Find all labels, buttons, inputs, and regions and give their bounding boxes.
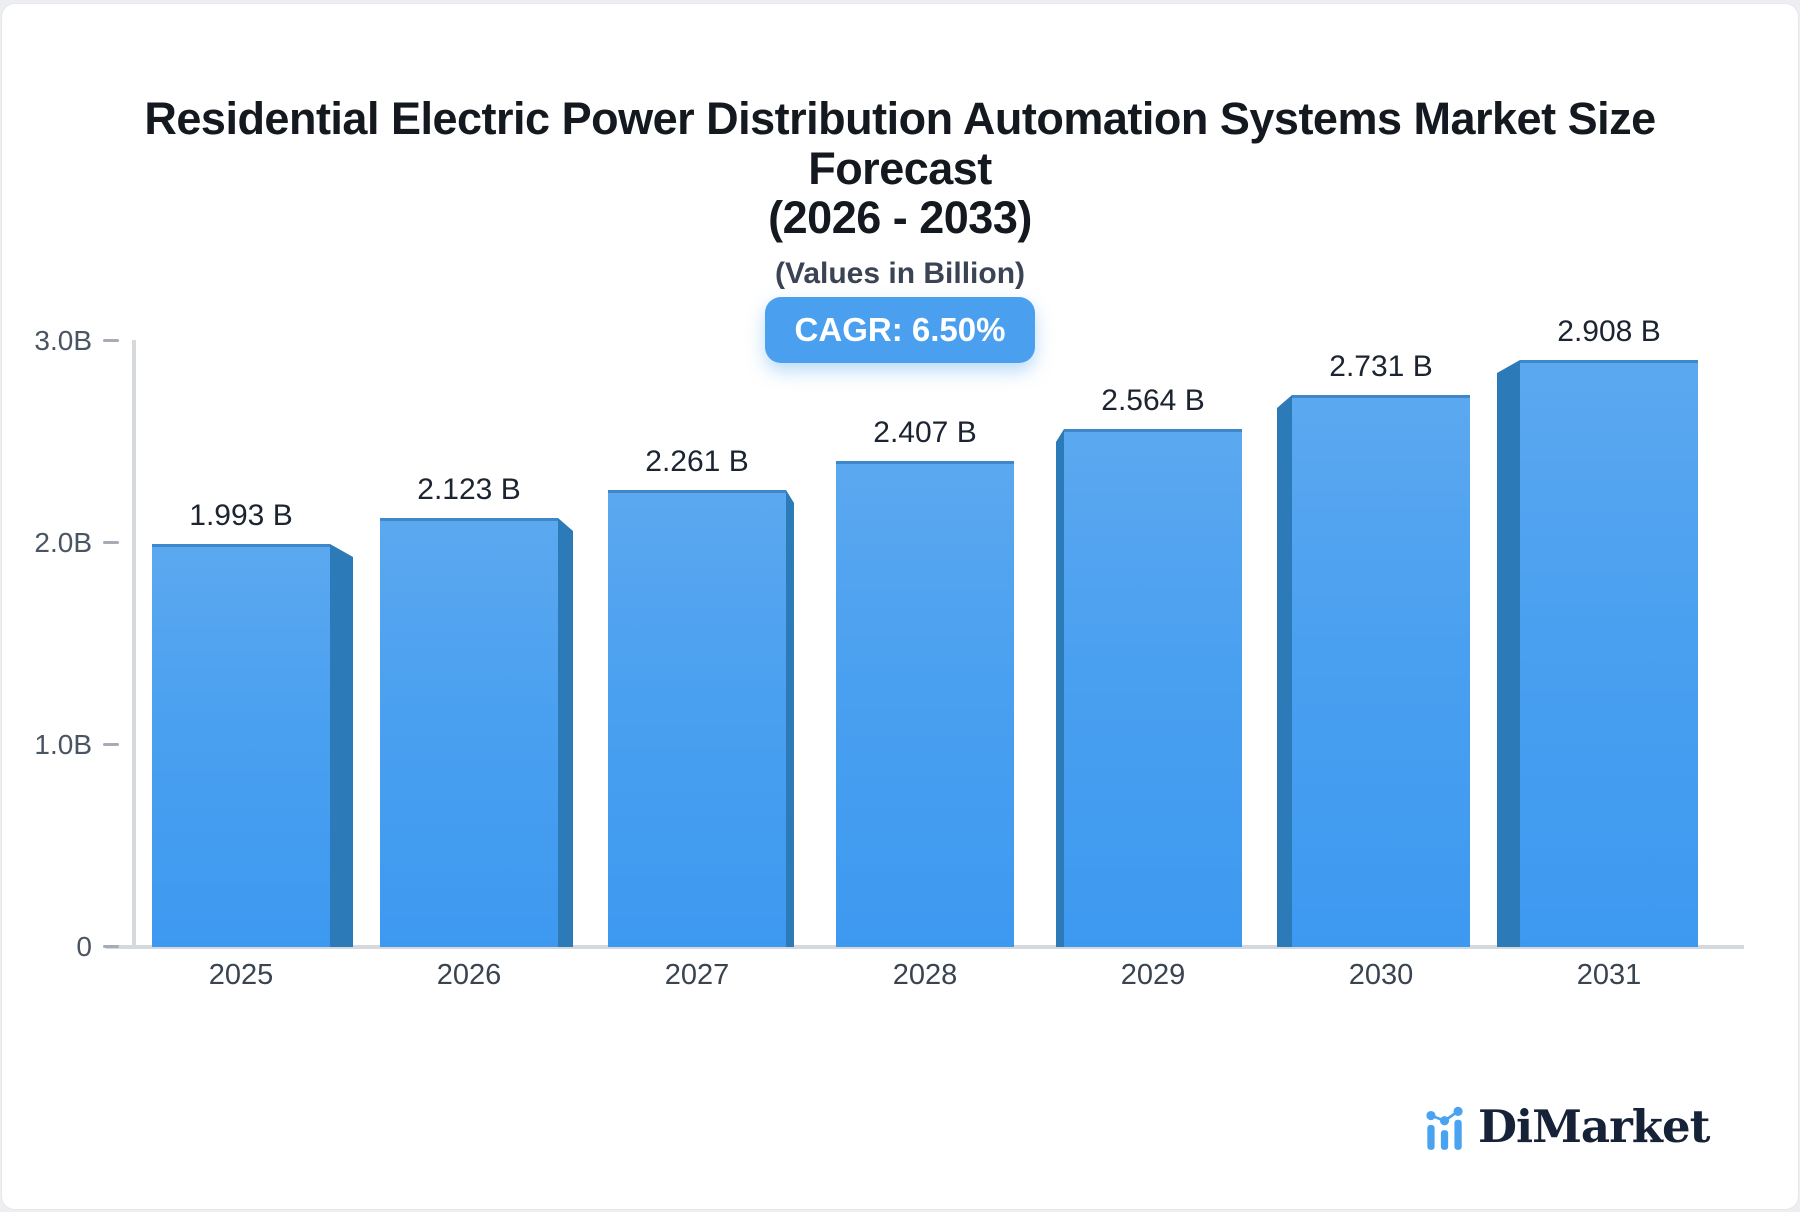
bar-2030[interactable]	[1292, 395, 1470, 947]
chart-header: Residential Electric Power Distribution …	[2, 4, 1798, 363]
bar-value-label: 2.908 B	[1557, 315, 1661, 348]
y-axis-tick	[103, 541, 119, 544]
y-axis-label: 2.0B	[34, 527, 92, 558]
x-axis-label: 2029	[1120, 959, 1186, 991]
y-axis-tick	[103, 339, 119, 342]
x-axis-label: 2026	[436, 959, 502, 991]
x-axis-label: 2025	[208, 959, 274, 991]
bar-2027[interactable]	[608, 490, 786, 947]
bar-2026[interactable]	[380, 518, 558, 947]
dimarket-logo: DiMarket	[1422, 1100, 1710, 1153]
x-axis-label: 2028	[892, 959, 958, 991]
bar-2028[interactable]	[836, 461, 1014, 947]
dimarket-logo-icon	[1426, 1106, 1463, 1150]
bar-value-label: 2.261 B	[645, 445, 749, 478]
cagr-badge: CAGR: 6.50%	[764, 296, 1036, 363]
bar-side-panel	[330, 544, 353, 947]
y-axis-tick	[103, 945, 119, 948]
chart-card: Residential Electric Power Distribution …	[1, 3, 1799, 1210]
page-title-line2: (2026 - 2033)	[768, 192, 1032, 243]
y-axis-line	[132, 340, 136, 949]
bar-side-panel	[558, 518, 573, 947]
page-title: Residential Electric Power Distribution …	[2, 4, 1798, 243]
x-axis-label: 2030	[1348, 959, 1414, 991]
x-axis-line	[106, 945, 1744, 949]
y-axis-label: 3.0B	[34, 325, 92, 356]
x-axis-label: 2027	[664, 959, 730, 991]
brand-name: DiMarket	[1478, 1100, 1710, 1153]
bar-value-label: 2.123 B	[417, 473, 521, 506]
y-axis-tick	[103, 743, 119, 746]
bar-value-label: 2.564 B	[1101, 384, 1205, 417]
bar-2025[interactable]	[152, 544, 330, 947]
chart-subtitle: (Values in Billion)	[774, 256, 1026, 290]
x-axis-label: 2031	[1576, 959, 1642, 991]
bar-2029[interactable]	[1064, 429, 1242, 947]
bar-side-panel	[1497, 360, 1520, 947]
bar-value-label: 1.993 B	[189, 499, 293, 532]
bar-side-panel	[1056, 429, 1064, 947]
y-axis-label: 0	[76, 931, 92, 962]
bar-side-panel	[1277, 395, 1292, 947]
bar-value-label: 2.731 B	[1329, 350, 1433, 383]
page-title-line1: Residential Electric Power Distribution …	[144, 93, 1656, 194]
bar-2031[interactable]	[1520, 360, 1698, 947]
bar-chart: 3.0B 2.0B 1.0B 0 1.993 B 2025 2.123 B 2026 2.261…	[2, 4, 1800, 1212]
bar-value-label: 2.407 B	[873, 416, 977, 449]
bar-side-panel	[786, 490, 794, 947]
y-axis-label: 1.0B	[34, 729, 92, 760]
